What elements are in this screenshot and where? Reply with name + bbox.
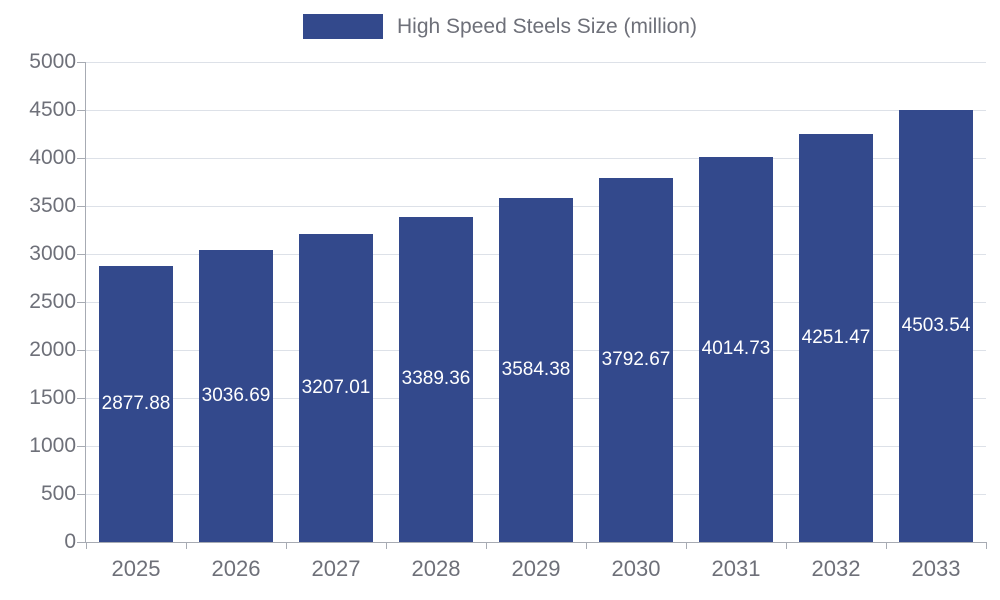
y-axis-label: 1500 — [29, 386, 76, 409]
y-axis-label: 0 — [64, 530, 76, 553]
x-axis-tick — [586, 542, 587, 549]
x-axis-label: 2029 — [511, 556, 561, 581]
bar-value-label: 3036.69 — [201, 385, 271, 407]
y-axis-label: 2500 — [29, 290, 76, 313]
bar: 3036.69 — [199, 250, 273, 542]
gridline — [86, 110, 986, 111]
x-axis-label: 2026 — [211, 556, 261, 581]
legend-swatch — [303, 14, 384, 39]
bar: 3584.38 — [499, 197, 573, 542]
y-axis-label: 3500 — [29, 194, 76, 217]
legend-label: High Speed Steels Size (million) — [397, 14, 697, 38]
bar-value-label: 3389.36 — [401, 368, 471, 390]
bar: 4503.54 — [899, 109, 973, 542]
x-axis-label: 2027 — [311, 556, 361, 581]
y-axis-tick — [77, 494, 86, 495]
y-axis-tick — [77, 446, 86, 447]
bar-value-label: 2877.88 — [101, 392, 171, 414]
x-axis-tick — [386, 542, 387, 549]
y-axis-tick — [77, 398, 86, 399]
y-axis-tick — [77, 62, 86, 63]
bar-value-label: 4014.73 — [701, 338, 771, 360]
x-axis-label: 2031 — [711, 556, 761, 581]
x-axis-label: 2028 — [411, 556, 461, 581]
x-axis-tick — [686, 542, 687, 549]
y-axis-label: 2000 — [29, 338, 76, 361]
x-axis-tick — [186, 542, 187, 549]
y-axis-label: 4000 — [29, 146, 76, 169]
x-axis-tick — [86, 542, 87, 549]
y-axis-tick — [77, 302, 86, 303]
bar-value-label: 3207.01 — [301, 377, 371, 399]
bar-value-label: 4503.54 — [901, 314, 971, 336]
y-axis-tick — [77, 254, 86, 255]
y-axis-tick — [77, 158, 86, 159]
x-axis-tick — [986, 542, 987, 549]
y-axis-label: 3000 — [29, 242, 76, 265]
y-axis-tick — [77, 110, 86, 111]
plot-area: 0 500 1000 1500 2000 2500 3000 3500 4000 4500 5000… — [29, 50, 987, 581]
bar-value-label: 3792.67 — [601, 348, 671, 370]
y-axis-tick — [77, 206, 86, 207]
bar: 4251.47 — [799, 133, 873, 542]
x-axis-tick — [886, 542, 887, 549]
y-axis-label: 500 — [40, 482, 76, 505]
y-axis-tick — [77, 350, 86, 351]
bar: 4014.73 — [699, 156, 773, 542]
y-axis-label: 1000 — [29, 434, 76, 457]
y-axis-label: 4500 — [29, 98, 76, 121]
legend[interactable]: High Speed Steels Size (million) — [0, 14, 1000, 39]
y-axis-tick — [77, 542, 86, 543]
bar: 2877.88 — [99, 265, 173, 542]
gridline — [86, 158, 986, 159]
bar: 3792.67 — [599, 177, 673, 542]
bar: 3207.01 — [299, 234, 373, 542]
x-axis-tick — [486, 542, 487, 549]
y-axis-label: 5000 — [29, 50, 76, 73]
bar: 3389.36 — [399, 216, 473, 542]
gridline — [86, 62, 986, 63]
x-axis-tick — [286, 542, 287, 549]
x-axis-label: 2032 — [811, 556, 861, 581]
x-axis-tick — [786, 542, 787, 549]
x-axis-label: 2030 — [611, 556, 661, 581]
x-axis-label: 2033 — [911, 556, 961, 581]
bar-value-label: 3584.38 — [501, 358, 571, 380]
x-axis-label: 2025 — [111, 556, 161, 581]
bar-value-label: 4251.47 — [801, 326, 871, 348]
